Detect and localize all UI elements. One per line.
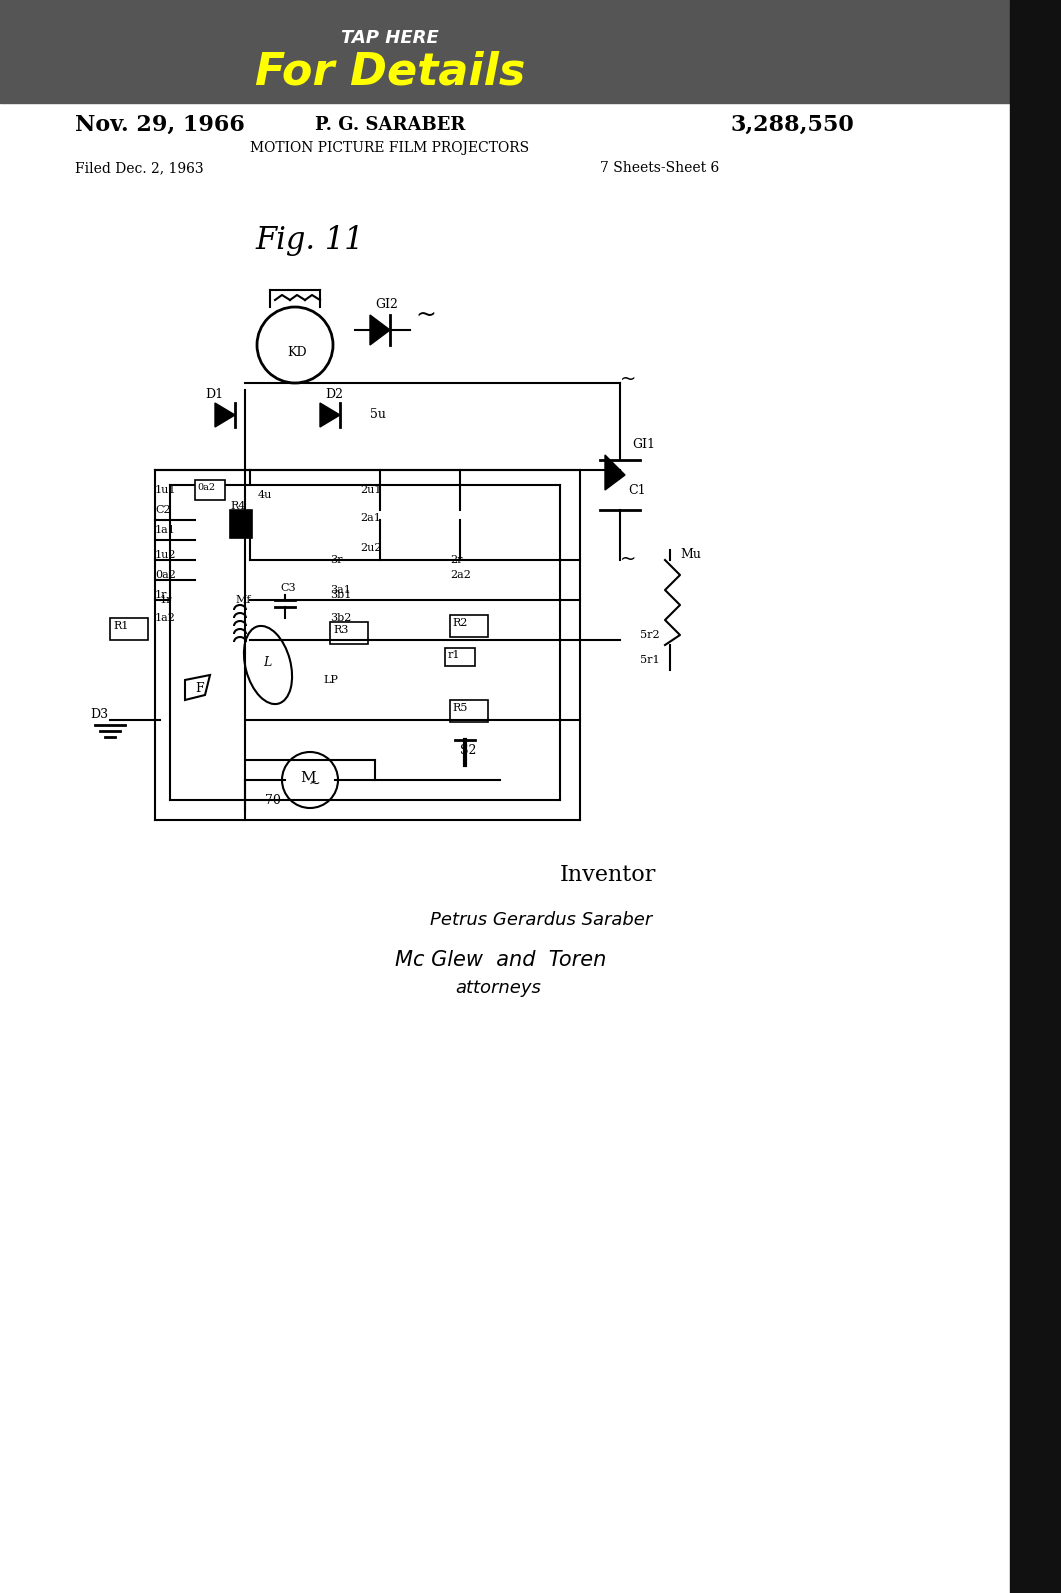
Bar: [450, 615, 488, 637]
Text: 2u2: 2u2: [360, 543, 382, 553]
Text: R2: R2: [452, 618, 468, 628]
Text: 1r: 1r: [160, 596, 173, 605]
Text: MOTION PICTURE FILM PROJECTORS: MOTION PICTURE FILM PROJECTORS: [250, 142, 529, 155]
Bar: [1010, 0, 1061, 1593]
Polygon shape: [605, 456, 625, 491]
Text: 2a1: 2a1: [360, 513, 381, 523]
Text: 3r: 3r: [330, 554, 343, 566]
Text: R4: R4: [230, 502, 245, 511]
Text: R3: R3: [333, 624, 348, 636]
Text: 2a2: 2a2: [450, 570, 471, 580]
Text: 1a1: 1a1: [155, 526, 176, 535]
Text: ~: ~: [415, 303, 436, 327]
Text: S2: S2: [460, 744, 476, 757]
Text: 3,288,550: 3,288,550: [730, 115, 854, 135]
Text: C1: C1: [628, 484, 646, 497]
Text: GI1: GI1: [632, 438, 655, 451]
Text: D1: D1: [205, 389, 223, 401]
Text: R5: R5: [452, 703, 468, 714]
Text: L: L: [263, 656, 272, 669]
Text: Mu: Mu: [680, 548, 701, 561]
Bar: [0, 0, 1061, 104]
Bar: [330, 621, 368, 644]
Text: 3b1: 3b1: [330, 589, 351, 601]
Polygon shape: [320, 403, 340, 427]
Text: Mc Glew  and  Toren: Mc Glew and Toren: [395, 949, 607, 970]
Text: ~: ~: [620, 370, 637, 389]
Text: C2: C2: [155, 505, 171, 515]
Text: Inventor: Inventor: [560, 863, 657, 886]
Text: r1: r1: [448, 650, 460, 660]
Text: LP: LP: [323, 675, 337, 685]
Text: GI2: GI2: [375, 298, 398, 312]
Text: ~: ~: [308, 777, 319, 792]
Text: KD: KD: [286, 347, 307, 360]
Text: P. G. SARABER: P. G. SARABER: [315, 116, 465, 134]
Text: Nov. 29, 1966: Nov. 29, 1966: [75, 115, 245, 135]
Text: 0a2: 0a2: [155, 570, 176, 580]
Text: Fig. 11: Fig. 11: [256, 225, 364, 255]
Polygon shape: [370, 315, 390, 346]
Text: For Details: For Details: [255, 51, 525, 94]
Text: 2u1: 2u1: [360, 484, 382, 495]
Text: C3: C3: [280, 583, 296, 593]
Text: attorneys: attorneys: [455, 980, 541, 997]
Text: M: M: [300, 771, 315, 785]
Text: 3b2: 3b2: [330, 613, 351, 623]
Text: TAP HERE: TAP HERE: [342, 29, 439, 48]
Text: Mf: Mf: [234, 596, 250, 605]
Text: 4u: 4u: [258, 491, 273, 500]
Text: Petrus Gerardus Saraber: Petrus Gerardus Saraber: [430, 911, 653, 929]
Text: D3: D3: [90, 709, 108, 722]
Text: 7 Sheets-Sheet 6: 7 Sheets-Sheet 6: [601, 161, 719, 175]
Text: 5r2: 5r2: [640, 629, 660, 640]
Bar: [450, 699, 488, 722]
Text: Filed Dec. 2, 1963: Filed Dec. 2, 1963: [75, 161, 204, 175]
Bar: [445, 648, 475, 666]
Text: 5u: 5u: [370, 408, 386, 422]
Text: D2: D2: [325, 389, 343, 401]
Bar: [195, 479, 225, 500]
Text: 70: 70: [265, 793, 281, 806]
Text: 2r: 2r: [450, 554, 463, 566]
Bar: [110, 618, 147, 640]
Text: 1a2: 1a2: [155, 613, 176, 623]
Text: 0a2: 0a2: [197, 484, 215, 492]
Text: 3a1: 3a1: [330, 585, 351, 596]
Text: 5r1: 5r1: [640, 655, 660, 664]
Text: 1u1: 1u1: [155, 484, 176, 495]
Bar: [230, 510, 253, 538]
Polygon shape: [215, 403, 234, 427]
Text: R1: R1: [114, 621, 128, 631]
Text: 1u2: 1u2: [155, 550, 176, 561]
Text: 1r: 1r: [155, 589, 168, 601]
Text: F: F: [195, 682, 204, 695]
Text: ~: ~: [620, 550, 637, 569]
